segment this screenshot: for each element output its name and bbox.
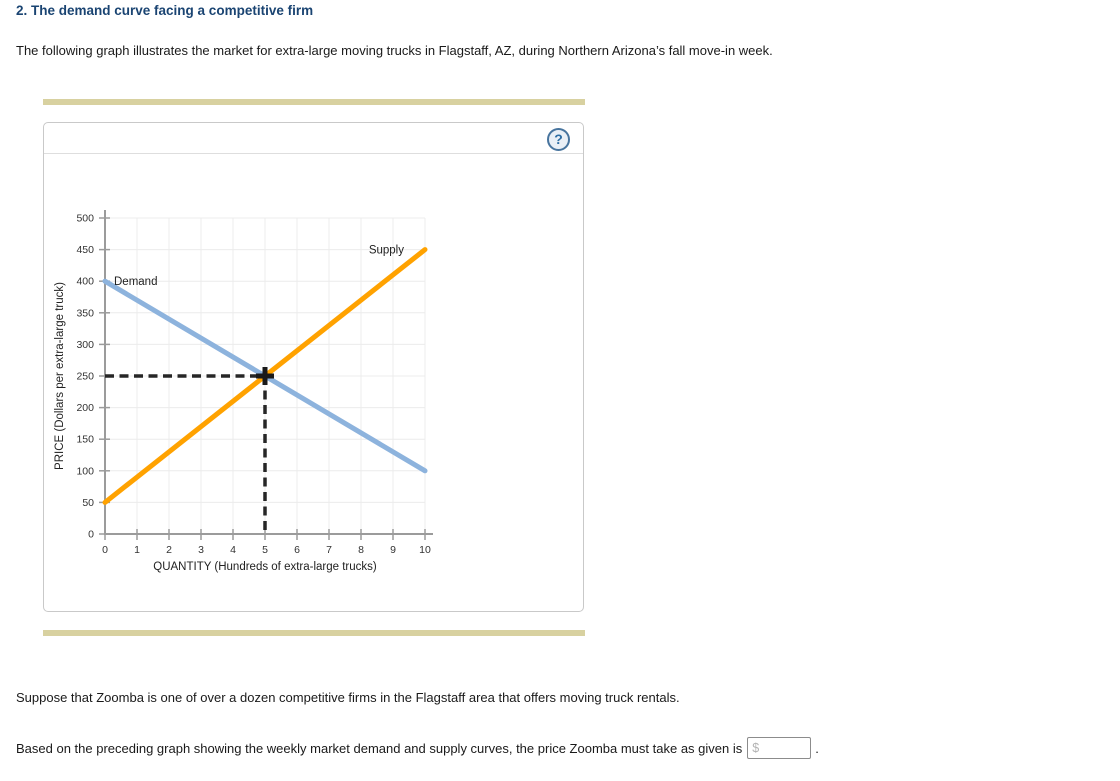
graph-panel: ? 0 50 100 150 200 250 300 350 400 450 500 0 1 2 3 4 5 6 7…	[43, 122, 584, 612]
y-tick-label: 250	[76, 371, 94, 383]
x-tick-label: 8	[358, 544, 364, 556]
graph-panel-body: 0 50 100 150 200 250 300 350 400 450 500 0 1 2 3 4 5 6 7 8 9…	[44, 154, 583, 612]
x-tick-label: 1	[134, 544, 140, 556]
y-tick-label: 150	[76, 434, 94, 446]
x-tick-label: 0	[102, 544, 108, 556]
y-tick-label: 400	[76, 276, 94, 288]
price-input[interactable]	[759, 741, 806, 755]
supply-label: Supply	[369, 245, 404, 257]
y-tick-label: 450	[76, 244, 94, 256]
market-graph: 0 50 100 150 200 250 300 350 400 450 500 0 1 2 3 4 5 6 7 8 9…	[54, 210, 433, 573]
x-tick-label: 10	[419, 544, 431, 556]
x-axis-title: QUANTITY (Hundreds of extra-large trucks…	[153, 561, 377, 573]
price-input-box[interactable]: $	[747, 737, 812, 759]
help-icon[interactable]: ?	[547, 128, 570, 151]
x-tick-label: 6	[294, 544, 300, 556]
y-axis-title: PRICE (Dollars per extra-large truck)	[54, 282, 66, 470]
page-title: 2. The demand curve facing a competitive…	[16, 3, 314, 18]
x-tick-label: 4	[230, 544, 236, 556]
y-tick-label: 350	[76, 307, 94, 319]
y-tick-label: 200	[76, 402, 94, 414]
question-row: Based on the preceding graph showing the…	[16, 737, 819, 759]
x-tick-label: 9	[390, 544, 396, 556]
graph-panel-header: ?	[44, 123, 583, 154]
dollar-prefix: $	[752, 741, 760, 755]
x-tick-label: 2	[166, 544, 172, 556]
y-tick-label: 50	[82, 497, 94, 509]
divider-bottom	[43, 630, 585, 636]
y-tick-label: 100	[76, 465, 94, 477]
x-tick-label: 5	[262, 544, 268, 556]
question-prompt: Based on the preceding graph showing the…	[16, 740, 743, 756]
divider-top	[43, 99, 585, 105]
demand-label: Demand	[114, 276, 157, 288]
x-tick-label: 7	[326, 544, 332, 556]
x-tick-label: 3	[198, 544, 204, 556]
scenario-text: Suppose that Zoomba is one of over a doz…	[16, 690, 680, 705]
y-tick-label: 500	[76, 213, 94, 225]
question-period: .	[815, 740, 819, 756]
y-tick-label: 0	[88, 529, 94, 541]
y-tick-label: 300	[76, 339, 94, 351]
intro-text: The following graph illustrates the mark…	[16, 43, 773, 58]
